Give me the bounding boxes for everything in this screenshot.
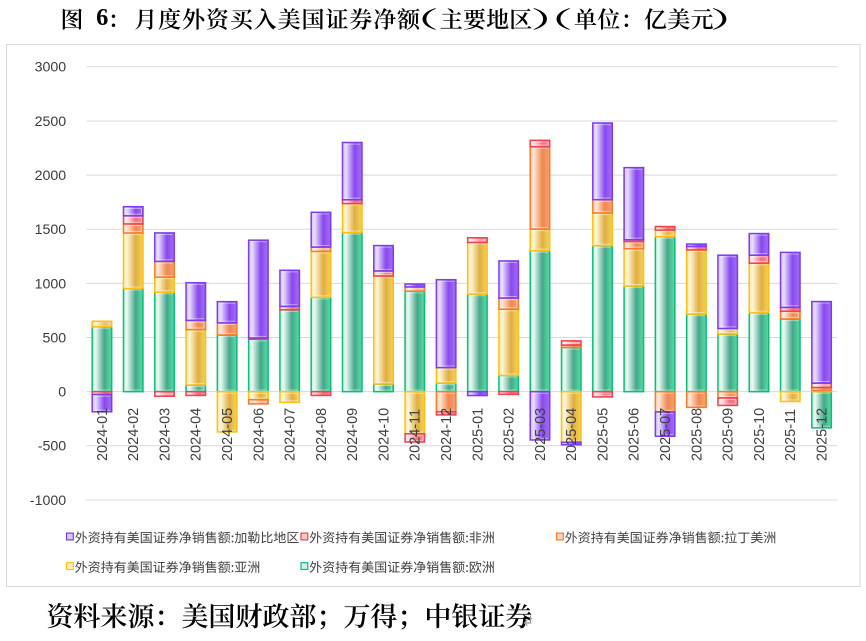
svg-text:2024-12: 2024-12 <box>439 408 455 461</box>
svg-text:2024-10: 2024-10 <box>376 408 392 461</box>
svg-text:2024-04: 2024-04 <box>189 408 205 461</box>
svg-text:2024-03: 2024-03 <box>157 408 173 461</box>
svg-text:2025-04: 2025-04 <box>564 408 580 461</box>
svg-text:6: 6 <box>96 4 108 31</box>
svg-text:1000: 1000 <box>35 276 67 292</box>
svg-text:2025-02: 2025-02 <box>502 408 518 461</box>
svg-text:2024-08: 2024-08 <box>314 408 330 461</box>
svg-text:0: 0 <box>58 385 66 401</box>
svg-text:500: 500 <box>43 330 67 346</box>
svg-text:2024-01: 2024-01 <box>95 408 111 461</box>
svg-text:2025-03: 2025-03 <box>533 408 549 461</box>
svg-text:2024-02: 2024-02 <box>126 408 142 461</box>
svg-text:2025-11: 2025-11 <box>783 409 799 461</box>
svg-text:3000: 3000 <box>35 60 67 76</box>
svg-text:1500: 1500 <box>35 222 67 238</box>
svg-text:2025-05: 2025-05 <box>595 408 611 461</box>
svg-text:2500: 2500 <box>35 114 67 130</box>
svg-text:2025-07: 2025-07 <box>658 408 674 461</box>
svg-text:2024-09: 2024-09 <box>345 408 361 461</box>
svg-text:-500: -500 <box>38 439 67 455</box>
svg-text:2025-06: 2025-06 <box>627 408 643 461</box>
svg-text:2025-12: 2025-12 <box>814 408 830 461</box>
svg-text:2025-09: 2025-09 <box>721 408 737 461</box>
svg-text:2025-01: 2025-01 <box>470 408 486 461</box>
svg-text:-1000: -1000 <box>30 493 66 509</box>
svg-text:2024-11: 2024-11 <box>408 409 424 461</box>
svg-text:2024-06: 2024-06 <box>251 408 267 461</box>
svg-text:2024-05: 2024-05 <box>220 408 236 461</box>
svg-text:2000: 2000 <box>35 168 67 184</box>
svg-text:2025-08: 2025-08 <box>689 408 705 461</box>
svg-text:2024-07: 2024-07 <box>283 408 299 461</box>
svg-text:2025-10: 2025-10 <box>752 408 768 461</box>
